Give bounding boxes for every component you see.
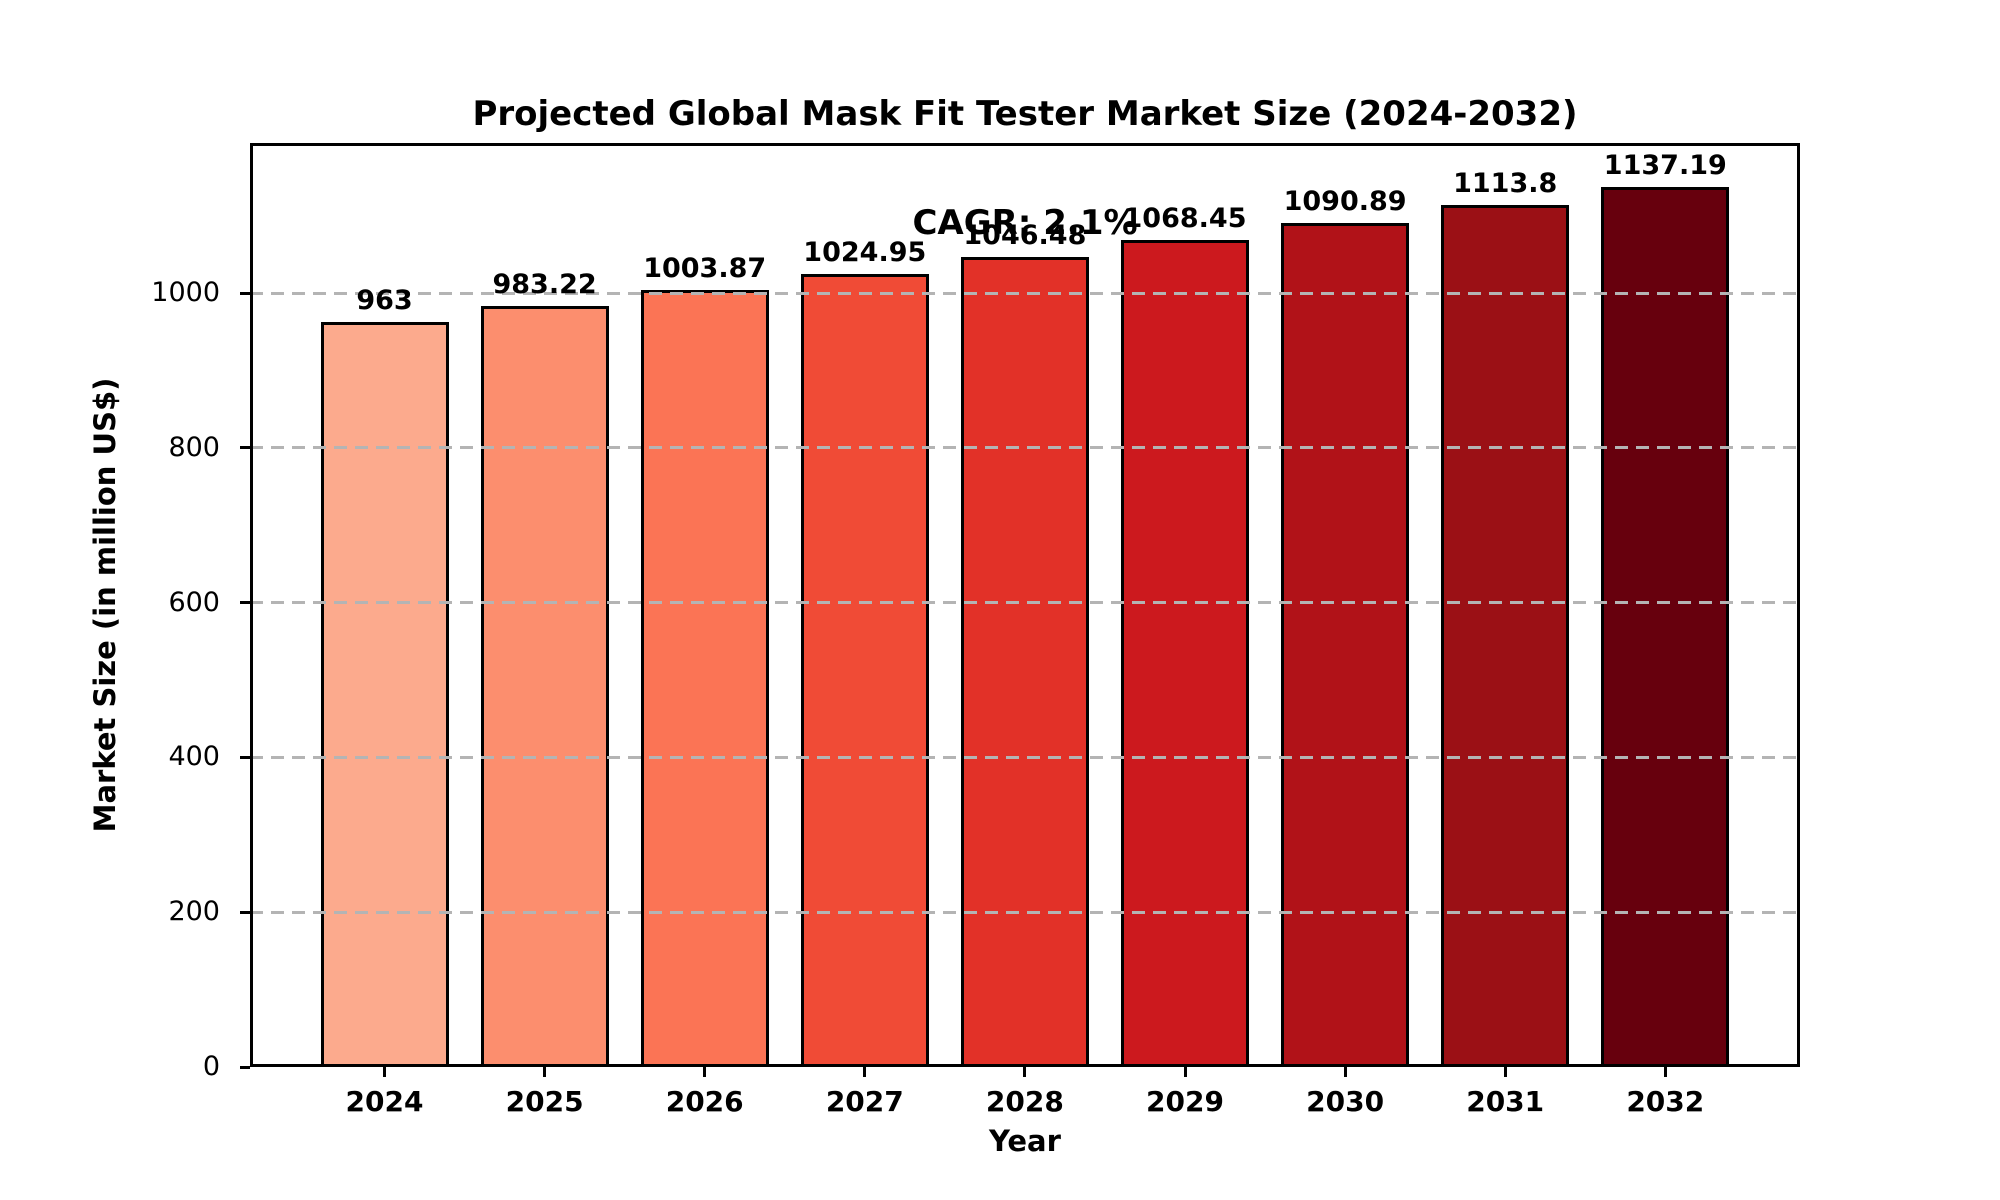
bar-2027 [800, 273, 929, 1067]
y-tick-label-400: 400 [168, 741, 220, 773]
x-tick-label-2028: 2028 [985, 1085, 1064, 1118]
cagr-annotation: CAGR: 2.1% [912, 203, 1138, 243]
chart-title: Projected Global Mask Fit Tester Market … [472, 94, 1578, 134]
gridline-1000 [250, 291, 1800, 295]
bar-value-label-2024: 963 [356, 284, 413, 316]
y-tick-label-800: 800 [168, 431, 220, 463]
bar-2026 [640, 290, 769, 1067]
x-tick-mark-2024 [383, 1067, 386, 1077]
x-tick-label-2026: 2026 [665, 1085, 744, 1118]
x-tick-mark-2030 [1343, 1067, 1347, 1077]
y-tick-mark-600 [240, 601, 250, 605]
plot-area: CAGR: 2.1% 963 983.22 1003.87 1024.95 1046.4… [151, 143, 1800, 1118]
bar-2028 [960, 257, 1089, 1067]
bar-2025 [480, 306, 609, 1067]
bar-value-label-2025: 983.22 [492, 269, 597, 301]
gridline-600 [250, 601, 1800, 605]
x-tick-mark-2029 [1183, 1067, 1187, 1077]
y-tick-mark-800 [240, 446, 250, 450]
x-tick-mark-2026 [703, 1067, 707, 1077]
x-tick-label-2025: 2025 [505, 1085, 584, 1118]
bar-2030 [1281, 222, 1410, 1067]
x-tick-mark-2031 [1503, 1067, 1507, 1077]
gridline-200 [250, 910, 1800, 914]
gridline-400 [250, 755, 1800, 759]
bar-2032 [1601, 186, 1730, 1067]
y-tick-mark-0 [240, 1065, 250, 1069]
x-tick-label-2032: 2032 [1626, 1085, 1705, 1118]
x-tick-mark-2028 [1023, 1067, 1027, 1077]
bar-value-label-2032: 1137.19 [1603, 149, 1727, 181]
bar-value-label-2026: 1003.87 [643, 253, 767, 285]
gridline-800 [250, 446, 1800, 450]
x-tick-mark-2025 [543, 1067, 547, 1077]
y-tick-label-200: 200 [168, 896, 220, 928]
y-tick-label-1000: 1000 [151, 277, 220, 309]
y-tick-mark-1000 [240, 291, 250, 295]
bar-2024 [320, 321, 449, 1067]
x-axis-label: Year [989, 1124, 1061, 1158]
bar-value-label-2029: 1068.45 [1123, 203, 1247, 235]
y-tick-label-600: 600 [168, 586, 220, 618]
x-tick-label-2027: 2027 [825, 1085, 904, 1118]
y-tick-mark-400 [240, 755, 250, 759]
y-tick-label-0: 0 [202, 1051, 220, 1082]
x-tick-mark-2032 [1663, 1067, 1667, 1077]
x-tick-label-2024: 2024 [345, 1085, 424, 1118]
x-tick-label-2030: 2030 [1306, 1085, 1385, 1118]
x-tick-label-2031: 2031 [1466, 1085, 1545, 1118]
bar-value-label-2031: 1113.8 [1453, 168, 1558, 200]
y-tick-mark-200 [240, 910, 250, 914]
x-tick-mark-2027 [863, 1067, 867, 1077]
bar-2031 [1441, 205, 1570, 1067]
bar-value-label-2027: 1024.95 [803, 236, 927, 268]
x-tick-label-2029: 2029 [1146, 1085, 1224, 1118]
bar-value-label-2030: 1090.89 [1283, 185, 1407, 217]
bar-2029 [1121, 240, 1249, 1067]
bar-value-label-2028: 1046.48 [963, 220, 1087, 252]
